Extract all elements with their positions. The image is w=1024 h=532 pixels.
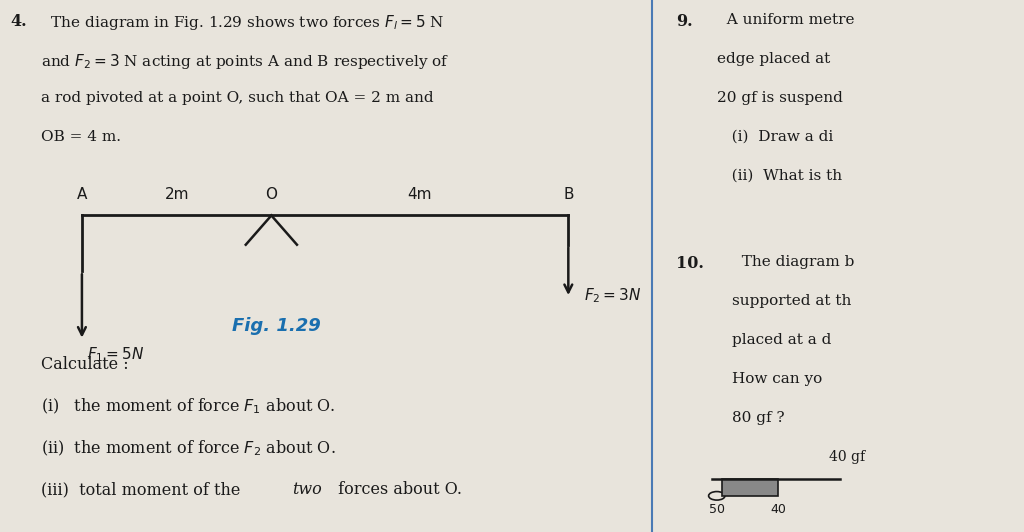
Text: supported at th: supported at th [732,294,852,308]
Text: a rod pivoted at a point O, such that OA = 2 m and: a rod pivoted at a point O, such that OA… [41,91,433,105]
Text: Fig. 1.29: Fig. 1.29 [232,317,321,335]
Text: 40 gf: 40 gf [829,450,865,463]
Text: The diagram b: The diagram b [732,255,855,269]
Text: How can yo: How can yo [732,372,822,386]
Text: A uniform metre: A uniform metre [717,13,854,27]
Text: forces about O.: forces about O. [333,481,462,498]
Bar [722,479,778,496]
Text: O: O [265,187,278,202]
Text: The diagram in Fig. 1.29 shows two forces $F_l = 5$ N: The diagram in Fig. 1.29 shows two force… [41,13,444,32]
Text: 2m: 2m [165,187,188,202]
Text: (ii)  the moment of force $F_2$ about O.: (ii) the moment of force $F_2$ about O. [41,439,336,458]
Text: edge placed at: edge placed at [717,52,830,66]
Text: two: two [292,481,322,498]
Text: Calculate :: Calculate : [41,356,129,373]
Text: (i)   the moment of force $F_1$ about O.: (i) the moment of force $F_1$ about O. [41,396,336,415]
Text: (iii)  total moment of the: (iii) total moment of the [41,481,246,498]
Text: 4m: 4m [408,187,432,202]
Text: and $F_2 = 3$ N acting at points A and B respectively of: and $F_2 = 3$ N acting at points A and B… [41,52,450,71]
Text: OB = 4 m.: OB = 4 m. [41,130,121,144]
Text: 4.: 4. [10,13,27,30]
Text: A: A [77,187,87,202]
Text: (ii)  What is th: (ii) What is th [717,169,842,182]
Text: 50: 50 [709,503,725,516]
Text: $F_1 = 5N$: $F_1 = 5N$ [87,346,144,364]
Text: 9.: 9. [676,13,692,30]
Text: 80 gf ?: 80 gf ? [732,411,784,425]
Text: 40: 40 [770,503,786,516]
Text: 10.: 10. [676,255,703,272]
Text: placed at a d: placed at a d [732,333,831,347]
Text: 20 gf is suspend: 20 gf is suspend [717,91,843,105]
Text: (i)  Draw a di: (i) Draw a di [717,130,834,144]
Text: B: B [563,187,573,202]
Text: $F_2 = 3N$: $F_2 = 3N$ [584,286,641,305]
